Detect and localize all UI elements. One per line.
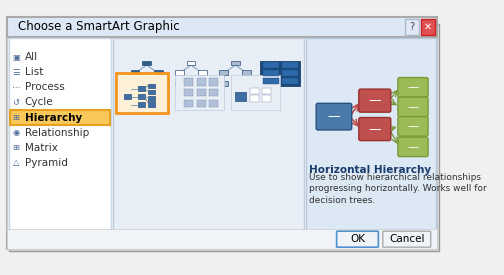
Text: Cycle: Cycle (25, 97, 53, 108)
Bar (209, 100, 218, 107)
Text: ↺: ↺ (13, 98, 20, 107)
Bar (231, 61, 240, 65)
Text: Matrix: Matrix (25, 143, 58, 153)
Bar (198, 81, 207, 86)
Text: Hierarchy: Hierarchy (25, 112, 82, 123)
Text: Process: Process (25, 82, 65, 92)
Bar (184, 89, 193, 96)
Bar (148, 90, 155, 94)
FancyBboxPatch shape (383, 231, 431, 247)
FancyBboxPatch shape (337, 231, 379, 247)
Text: —: — (368, 123, 381, 136)
Text: —: — (368, 94, 381, 107)
Bar (148, 96, 155, 101)
Bar (138, 94, 145, 99)
Bar (242, 81, 251, 86)
Bar (235, 92, 246, 101)
Text: —: — (407, 142, 418, 152)
Bar (131, 70, 140, 75)
Bar (282, 78, 297, 84)
Bar (260, 61, 300, 86)
Bar (154, 70, 162, 75)
FancyBboxPatch shape (398, 78, 428, 97)
Text: ?: ? (410, 22, 415, 32)
Bar (154, 81, 162, 86)
Bar (219, 81, 228, 86)
Bar (305, 39, 436, 231)
Bar (250, 88, 260, 94)
Bar (197, 78, 206, 86)
Bar (421, 19, 435, 35)
Bar (262, 88, 271, 94)
Bar (142, 61, 151, 65)
Bar (184, 78, 193, 86)
Bar (7, 229, 437, 249)
Bar (263, 62, 279, 68)
Bar (262, 95, 271, 101)
Text: Choose a SmartArt Graphic: Choose a SmartArt Graphic (18, 20, 179, 34)
Bar (242, 70, 251, 75)
Bar (116, 73, 168, 113)
Text: List: List (25, 67, 43, 77)
Text: —: — (407, 102, 418, 112)
Bar (9, 39, 111, 231)
Bar (282, 62, 297, 68)
Bar (184, 100, 193, 107)
Bar (197, 100, 206, 107)
Text: —: — (407, 82, 418, 92)
FancyBboxPatch shape (359, 89, 391, 112)
FancyBboxPatch shape (398, 137, 428, 156)
Text: All: All (25, 52, 38, 62)
Bar (113, 39, 304, 231)
Bar (175, 81, 184, 86)
Text: Horizontal Hierarchy: Horizontal Hierarchy (309, 165, 431, 175)
Text: ☰: ☰ (12, 68, 20, 77)
Text: ◉: ◉ (13, 128, 20, 137)
Text: —: — (328, 110, 340, 123)
Bar (219, 70, 228, 75)
Text: ✕: ✕ (424, 22, 432, 32)
Bar (197, 89, 206, 96)
Bar (175, 70, 184, 75)
Bar (7, 17, 437, 37)
Bar (231, 75, 280, 110)
Text: Relationship: Relationship (25, 128, 89, 138)
Bar (209, 89, 218, 96)
Bar (131, 81, 140, 86)
Text: ⋯: ⋯ (12, 83, 20, 92)
Text: △: △ (13, 158, 19, 167)
Bar (175, 75, 224, 110)
Bar (405, 19, 419, 35)
Text: OK: OK (350, 234, 365, 244)
Bar (282, 70, 297, 76)
Bar (124, 94, 132, 99)
Bar (138, 86, 145, 91)
Bar (148, 102, 155, 107)
Bar (7, 37, 437, 233)
Bar (250, 95, 260, 101)
Text: Cancel: Cancel (389, 234, 424, 244)
Bar (10, 110, 110, 125)
Text: ⊞: ⊞ (13, 113, 20, 122)
Bar (209, 78, 218, 86)
Text: ⊞: ⊞ (13, 143, 20, 152)
FancyBboxPatch shape (398, 117, 428, 136)
Text: —: — (407, 121, 418, 131)
Text: Pyramid: Pyramid (25, 158, 68, 168)
FancyBboxPatch shape (359, 117, 391, 141)
Text: ▣: ▣ (12, 53, 20, 62)
Bar (138, 102, 145, 107)
Text: Use to show hierarchical relationships
progressing horizontally. Works well for
: Use to show hierarchical relationships p… (309, 173, 487, 205)
Bar (263, 78, 279, 84)
FancyBboxPatch shape (316, 103, 352, 130)
Bar (186, 61, 196, 65)
Bar (148, 84, 155, 88)
Bar (263, 70, 279, 76)
FancyBboxPatch shape (398, 97, 428, 117)
Bar (198, 70, 207, 75)
